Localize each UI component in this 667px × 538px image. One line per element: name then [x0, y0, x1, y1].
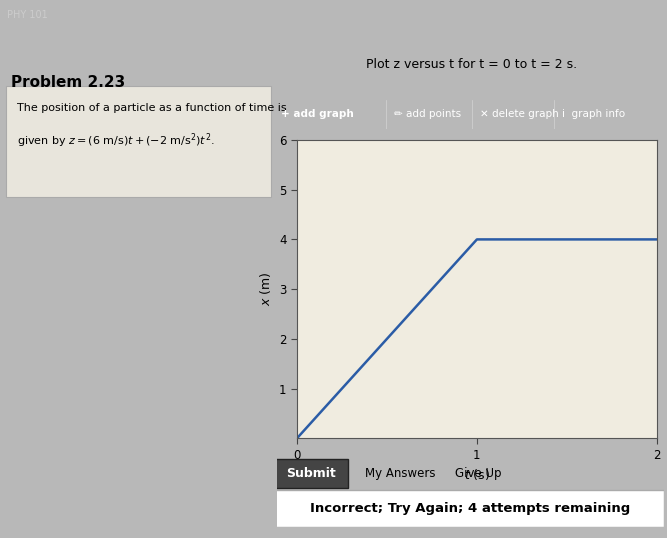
Text: The position of a particle as a function of time is: The position of a particle as a function… — [17, 103, 286, 114]
Text: PHY 101: PHY 101 — [7, 10, 47, 20]
Text: i  graph info: i graph info — [562, 109, 625, 119]
X-axis label: $t$ (s): $t$ (s) — [464, 468, 490, 483]
Text: given by $z = (6$ m/s$)t + (-2$ m/s$^2)t^2$.: given by $z = (6$ m/s$)t + (-2$ m/s$^2)t… — [17, 131, 214, 150]
Text: Incorrect; Try Again; 4 attempts remaining: Incorrect; Try Again; 4 attempts remaini… — [310, 502, 630, 515]
Text: Submit: Submit — [286, 467, 336, 480]
Text: Plot z versus t for t = 0 to t = 2 s.: Plot z versus t for t = 0 to t = 2 s. — [366, 58, 578, 70]
Text: Give Up: Give Up — [455, 467, 501, 480]
FancyBboxPatch shape — [5, 86, 271, 197]
FancyBboxPatch shape — [273, 459, 348, 488]
Text: ✕ delete graph: ✕ delete graph — [480, 109, 558, 119]
FancyBboxPatch shape — [273, 490, 664, 527]
Text: ✏ add points: ✏ add points — [394, 109, 461, 119]
Text: + add graph: + add graph — [281, 109, 354, 119]
Text: Problem 2.23: Problem 2.23 — [11, 75, 125, 90]
Y-axis label: $x$ (m): $x$ (m) — [258, 272, 273, 307]
Text: My Answers: My Answers — [366, 467, 436, 480]
